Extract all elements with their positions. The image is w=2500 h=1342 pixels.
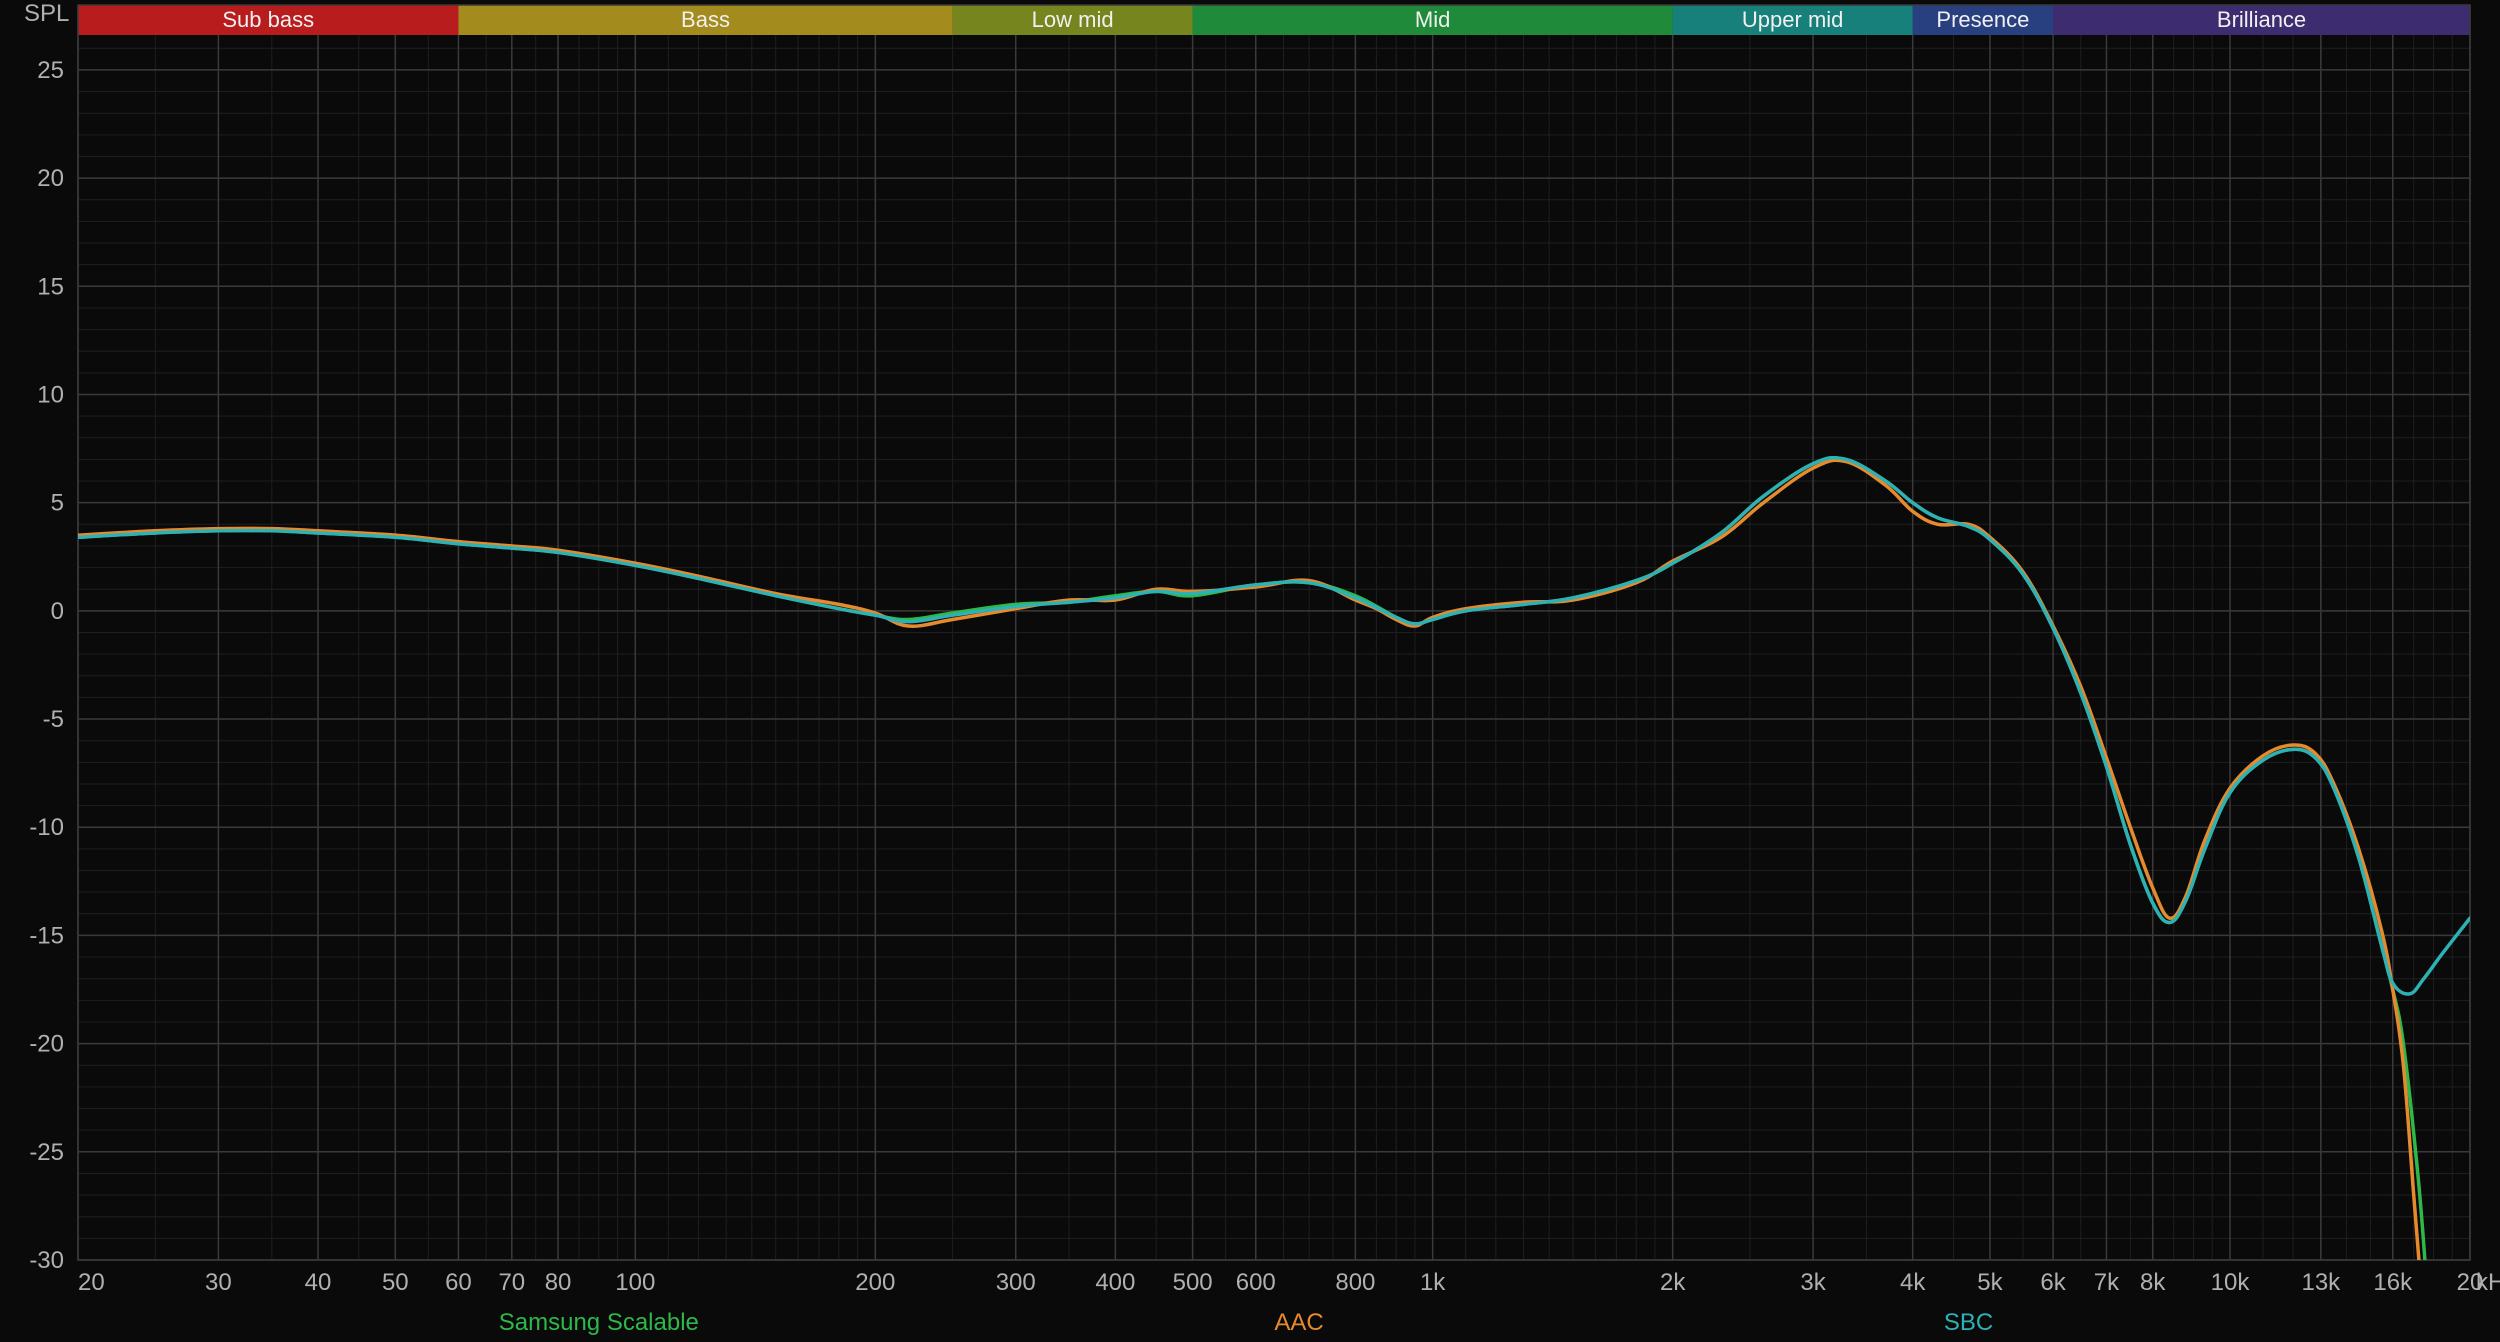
- x-tick-label: 4k: [1900, 1269, 1926, 1296]
- x-tick-label: 8k: [2140, 1269, 2166, 1296]
- x-tick-label: 70: [498, 1269, 525, 1296]
- x-tick-label: 13k: [2301, 1269, 2341, 1296]
- y-tick-label: 5: [51, 490, 64, 517]
- x-tick-label: 100: [615, 1269, 655, 1296]
- x-tick-label: 5k: [1977, 1269, 2003, 1296]
- freq-band-label: Bass: [681, 7, 730, 32]
- freq-band-label: Sub bass: [222, 7, 314, 32]
- x-tick-label: 300: [996, 1269, 1036, 1296]
- y-tick-label: 0: [51, 598, 64, 625]
- freq-band-label: Low mid: [1032, 7, 1114, 32]
- y-tick-label: -10: [29, 814, 64, 841]
- freq-band-label: Brilliance: [2217, 7, 2306, 32]
- x-tick-label: 800: [1335, 1269, 1375, 1296]
- x-tick-label: 3k: [1800, 1269, 1826, 1296]
- x-tick-label: 400: [1095, 1269, 1135, 1296]
- frequency-response-chart: -30 -25 -20 -15 -10 -5 0 5 10 15 20 25 20 30 40 50 60 70 8…: [0, 0, 2500, 1342]
- y-tick-label: -5: [43, 706, 64, 733]
- x-tick-label: 30: [205, 1269, 232, 1296]
- y-tick-label: -20: [29, 1031, 64, 1058]
- freq-band-label: Presence: [1936, 7, 2029, 32]
- x-tick-label: 1k: [1420, 1269, 1446, 1296]
- x-tick-label: 600: [1236, 1269, 1276, 1296]
- x-tick-label: 7k: [2094, 1269, 2120, 1296]
- x-tick-label: 40: [305, 1269, 332, 1296]
- legend-item: Samsung Scalable: [499, 1309, 699, 1336]
- x-tick-label: 6k: [2040, 1269, 2066, 1296]
- y-tick-label: -15: [29, 922, 64, 949]
- freq-band-label: Upper mid: [1742, 7, 1843, 32]
- legend-item: AAC: [1274, 1309, 1323, 1336]
- y-tick-label: 10: [37, 381, 64, 408]
- x-tick-label: 60: [445, 1269, 472, 1296]
- x-tick-label: 2k: [1660, 1269, 1686, 1296]
- legend-item: SBC: [1944, 1309, 1993, 1336]
- x-tick-label: 80: [545, 1269, 572, 1296]
- y-axis-title: SPL: [24, 0, 69, 27]
- x-tick-label: 50: [382, 1269, 409, 1296]
- x-tick-label: 16k: [2373, 1269, 2413, 1296]
- x-tick-label: 500: [1173, 1269, 1213, 1296]
- y-tick-label: 15: [37, 273, 64, 300]
- y-tick-label: -25: [29, 1139, 64, 1166]
- x-tick-label: 200: [855, 1269, 895, 1296]
- x-tick-label: 20: [78, 1269, 105, 1296]
- chart-svg: -30 -25 -20 -15 -10 -5 0 5 10 15 20 25 20 30 40 50 60 70 8…: [0, 0, 2500, 1342]
- freq-band-label: Mid: [1415, 7, 1450, 32]
- y-tick-label: 25: [37, 57, 64, 84]
- x-axis-unit: kHz: [2476, 1269, 2500, 1296]
- y-tick-label: 20: [37, 165, 64, 192]
- y-tick-label: -30: [29, 1247, 64, 1274]
- x-tick-label: 10k: [2211, 1269, 2251, 1296]
